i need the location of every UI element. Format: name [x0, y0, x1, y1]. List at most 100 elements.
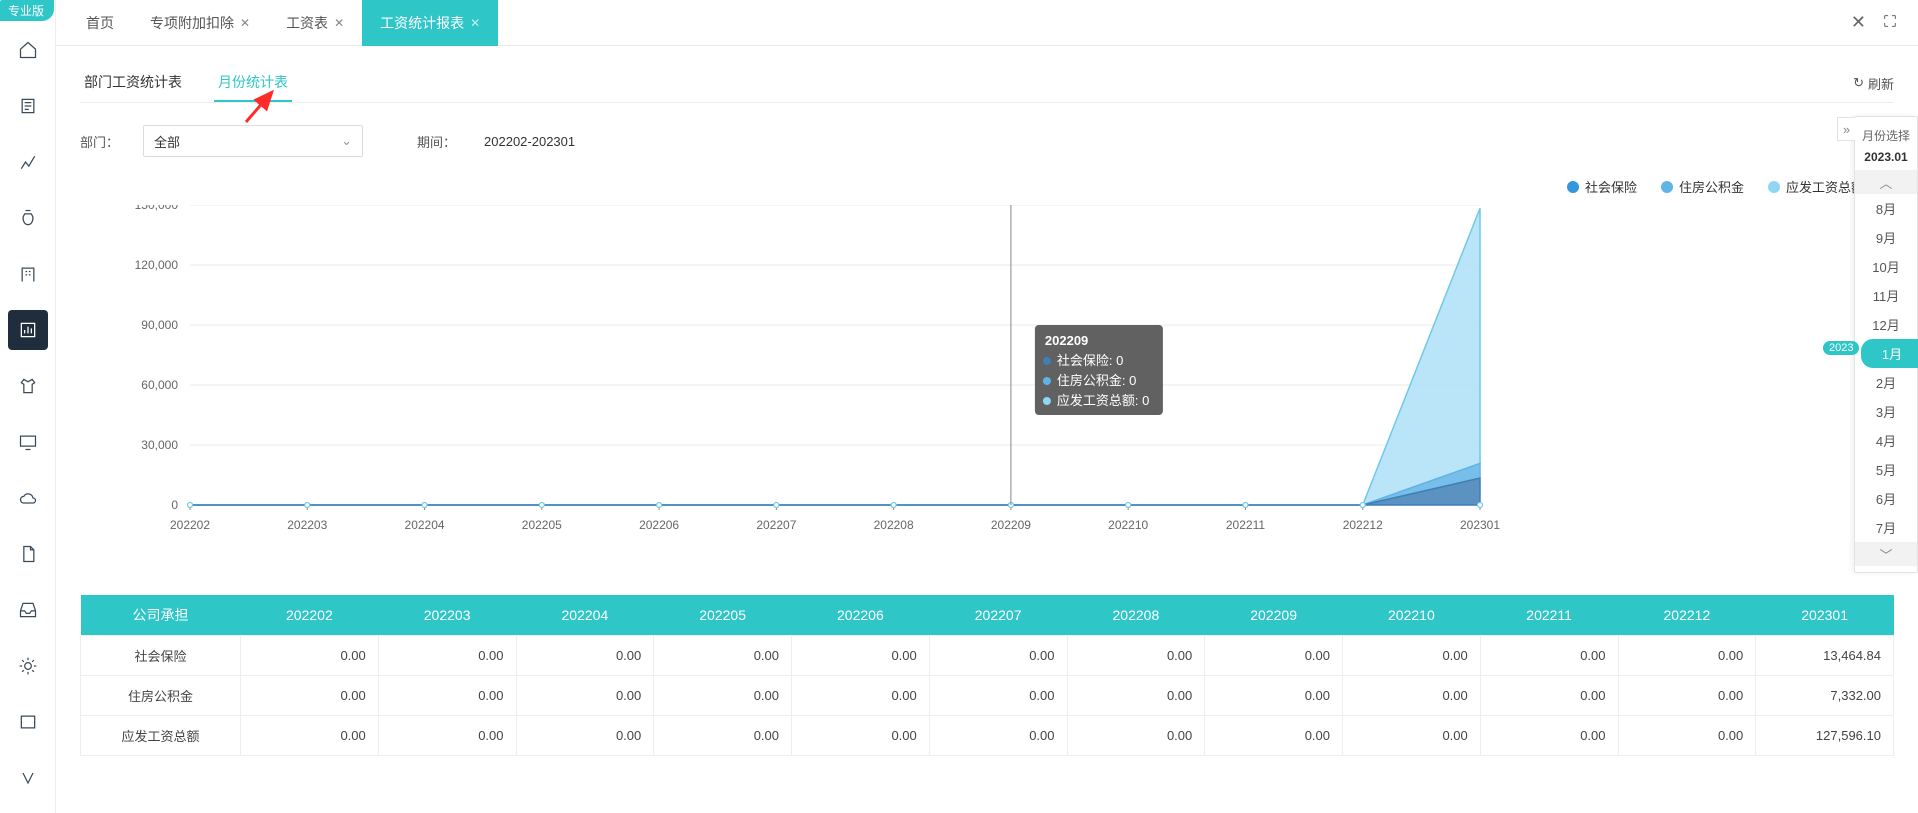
tab-close-icon[interactable]: ✕ [470, 16, 480, 30]
month-item[interactable]: 1月2023 [1861, 339, 1918, 368]
table-cell: 0.00 [1343, 676, 1481, 716]
month-item[interactable]: 2月 [1855, 368, 1917, 397]
sidebar-screen-icon[interactable] [8, 422, 48, 462]
fullscreen-icon[interactable] [1874, 13, 1906, 32]
table-cell: 127,596.10 [1756, 716, 1894, 756]
sidebar-chart-box-icon[interactable] [8, 310, 48, 350]
month-item[interactable]: 7月 [1855, 513, 1917, 542]
table-cell: 0.00 [654, 636, 792, 676]
month-panel-year: 2023.01 [1864, 148, 1907, 170]
month-item[interactable]: 9月 [1855, 223, 1917, 252]
tab-label: 专项附加扣除 [150, 13, 234, 33]
month-panel-title: 月份选择 [1862, 123, 1910, 148]
sidebar-money-bag-icon[interactable] [8, 198, 48, 238]
row-label: 应发工资总额 [81, 716, 241, 756]
legend-item[interactable]: 住房公积金 [1661, 177, 1744, 196]
tab-label: 工资统计报表 [380, 13, 464, 33]
sidebar-file-icon[interactable] [8, 534, 48, 574]
sidebar-inbox-icon[interactable] [8, 590, 48, 630]
tab-工资统计报表[interactable]: 工资统计报表 ✕ [362, 0, 498, 46]
chart: 社会保险住房公积金应发工资总额 030,00060,00090,000120,0… [80, 177, 1894, 587]
chart-legend: 社会保险 住房公积金 应发工资总额 [1567, 177, 1864, 196]
sidebar-building-icon[interactable] [8, 254, 48, 294]
table-cell: 0.00 [378, 716, 516, 756]
table-cell: 0.00 [241, 676, 379, 716]
subtabs: 部门工资统计表月份统计表 ↻ 刷新 [80, 64, 1894, 103]
table-header: 202205 [654, 595, 792, 636]
sidebar-gear-icon[interactable] [8, 646, 48, 686]
month-item[interactable]: 4月 [1855, 426, 1917, 455]
sidebar-ledger-icon[interactable] [8, 86, 48, 126]
legend-label: 社会保险 [1585, 177, 1637, 196]
tab-close-icon[interactable]: ✕ [334, 16, 344, 30]
refresh-icon: ↻ [1853, 75, 1864, 91]
chart-svg: 030,00060,00090,000120,000150,0002022022… [80, 205, 1520, 565]
table-cell: 0.00 [1480, 716, 1618, 756]
dept-select[interactable]: 全部 ⌄ [143, 125, 363, 157]
row-label: 住房公积金 [81, 676, 241, 716]
panel-collapse-icon[interactable]: » [1837, 117, 1855, 141]
legend-item[interactable]: 应发工资总额 [1768, 177, 1864, 196]
svg-text:30,000: 30,000 [141, 438, 178, 452]
table-cell: 0.00 [1480, 676, 1618, 716]
table-cell: 0.00 [654, 676, 792, 716]
chevron-down-icon: ⌄ [341, 133, 352, 149]
month-item[interactable]: 5月 [1855, 455, 1917, 484]
svg-text:202208: 202208 [874, 518, 914, 532]
svg-text:90,000: 90,000 [141, 318, 178, 332]
svg-text:202212: 202212 [1343, 518, 1383, 532]
svg-text:60,000: 60,000 [141, 378, 178, 392]
svg-text:202207: 202207 [756, 518, 796, 532]
table-cell: 0.00 [929, 676, 1067, 716]
close-all-icon[interactable]: ✕ [1843, 12, 1874, 33]
row-label: 社会保险 [81, 636, 241, 676]
main: 首页专项附加扣除✕工资表✕工资统计报表✕ ✕ 部门工资统计表月份统计表 ↻ 刷新 [56, 0, 1918, 813]
table-header: 202206 [792, 595, 930, 636]
tab-工资表[interactable]: 工资表✕ [268, 0, 362, 46]
filters: 部门： 全部 ⌄ 期间： 202202-202301 [80, 103, 1894, 167]
table-row: 应发工资总额0.000.000.000.000.000.000.000.000.… [81, 716, 1894, 756]
month-picker-panel: » 月份选择 2023.01 ︿ 8月9月10月11月12月1月20232月3月… [1854, 116, 1918, 573]
table-header: 202202 [241, 595, 379, 636]
legend-dot-icon [1567, 181, 1579, 193]
month-item[interactable]: 8月 [1855, 194, 1917, 223]
svg-text:202203: 202203 [287, 518, 327, 532]
legend-item[interactable]: 社会保险 [1567, 177, 1637, 196]
sidebar-dots-icon[interactable] [8, 702, 48, 742]
tab-首页[interactable]: 首页 [68, 0, 132, 46]
table-header: 202208 [1067, 595, 1205, 636]
table-cell: 0.00 [792, 636, 930, 676]
month-item[interactable]: 11月 [1855, 281, 1917, 310]
svg-text:202204: 202204 [405, 518, 445, 532]
year-pill: 2023 [1823, 341, 1859, 355]
tab-label: 首页 [86, 13, 114, 33]
svg-text:150,000: 150,000 [135, 205, 179, 212]
table-cell: 0.00 [929, 716, 1067, 756]
period-label: 期间： [417, 132, 456, 151]
month-prev-icon[interactable]: ︿ [1855, 170, 1917, 194]
table-cell: 0.00 [792, 716, 930, 756]
dept-label: 部门： [80, 132, 119, 151]
tabs-bar: 首页专项附加扣除✕工资表✕工资统计报表✕ ✕ [56, 0, 1918, 46]
month-item[interactable]: 12月 [1855, 310, 1917, 339]
sidebar-v-icon[interactable] [8, 758, 48, 798]
sidebar-cloud-icon[interactable] [8, 478, 48, 518]
sidebar-shirt-icon[interactable] [8, 366, 48, 406]
month-next-icon[interactable]: ﹀ [1855, 542, 1917, 566]
refresh-button[interactable]: ↻ 刷新 [1853, 64, 1894, 102]
month-item[interactable]: 6月 [1855, 484, 1917, 513]
table-cell: 7,332.00 [1756, 676, 1894, 716]
table-row: 社会保险0.000.000.000.000.000.000.000.000.00… [81, 636, 1894, 676]
month-item[interactable]: 3月 [1855, 397, 1917, 426]
sidebar-home-icon[interactable] [8, 30, 48, 70]
subtab-月份统计表[interactable]: 月份统计表 [214, 64, 292, 102]
tab-close-icon[interactable]: ✕ [240, 16, 250, 30]
svg-text:202211: 202211 [1226, 518, 1265, 532]
table-header-first: 公司承担 [81, 595, 241, 636]
period-value: 202202-202301 [484, 134, 575, 149]
subtab-部门工资统计表[interactable]: 部门工资统计表 [80, 64, 186, 102]
month-item[interactable]: 10月 [1855, 252, 1917, 281]
sidebar-chart-icon[interactable] [8, 142, 48, 182]
tab-专项附加扣除[interactable]: 专项附加扣除 ✕ [132, 0, 268, 46]
table-cell: 0.00 [1205, 676, 1343, 716]
